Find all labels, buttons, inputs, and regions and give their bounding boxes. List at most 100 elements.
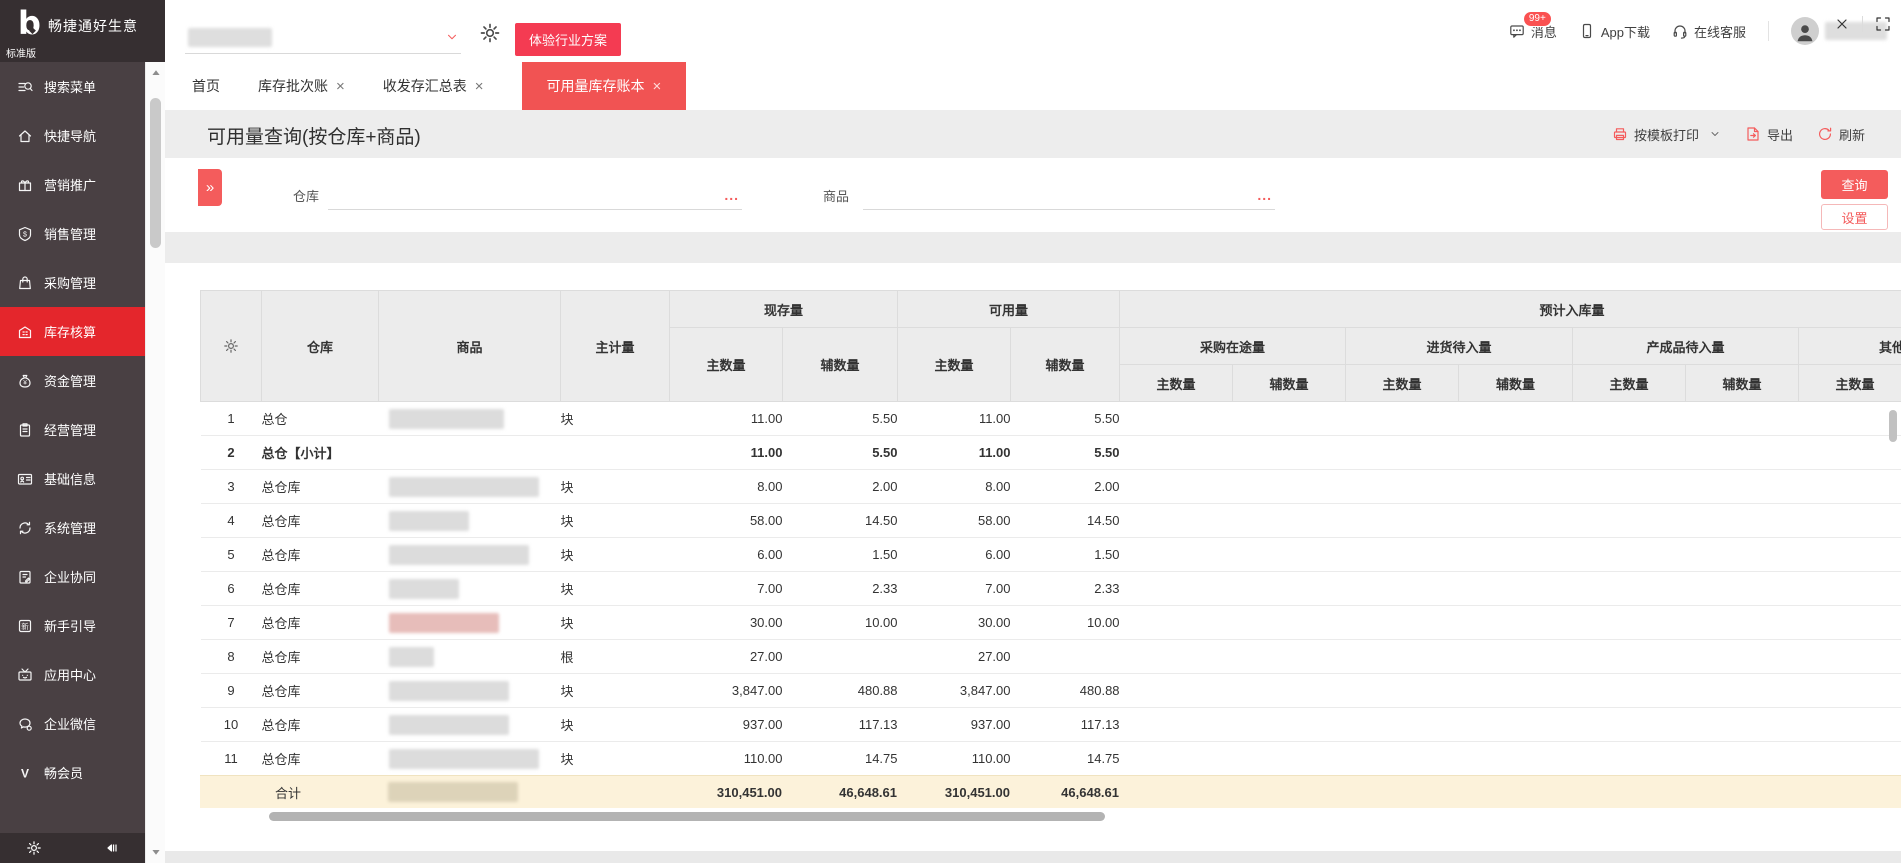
table-row[interactable]: 3 总仓库块 8.00 2.00 8.00 2.00 — [200, 469, 1901, 504]
scrollbar-thumb[interactable] — [150, 98, 161, 248]
sidebar-item-system[interactable]: 系统管理 — [0, 503, 145, 552]
horizontal-scrollbar[interactable] — [269, 812, 1105, 821]
header-subgroup-2[interactable]: 产成品待入量 — [1572, 327, 1800, 365]
header-qty-main[interactable]: 主数量 — [669, 327, 783, 402]
user-account[interactable] — [1791, 17, 1887, 45]
fullscreen-icon[interactable] — [1875, 16, 1891, 32]
header-warehouse[interactable]: 仓库 — [261, 290, 379, 402]
sidebar-scrollbar[interactable] — [145, 62, 165, 863]
header-group-expected-inbound[interactable]: 预计入库量 — [1119, 290, 1901, 328]
cell-qty: 14.75 — [782, 741, 898, 776]
settings-gear-icon[interactable] — [26, 840, 42, 856]
close-icon[interactable] — [1834, 16, 1850, 32]
cell-qty: 14.50 — [782, 503, 898, 538]
svg-text:¥: ¥ — [23, 379, 27, 386]
refresh-button[interactable]: 刷新 — [1817, 125, 1865, 144]
product-more-button[interactable]: ... — [1257, 187, 1272, 203]
header-qty-main[interactable]: 主数量 — [1572, 364, 1687, 402]
header-group-onhand[interactable]: 现存量 — [668, 290, 899, 328]
header-product[interactable]: 商品 — [378, 290, 561, 402]
header-qty-main[interactable]: 主数量 — [897, 327, 1012, 402]
header-subgroup-0[interactable]: 采购在途量 — [1119, 327, 1347, 365]
sidebar-item-newbie[interactable]: 新 新手引导 — [0, 601, 145, 650]
header-qty-main[interactable]: 主数量 — [1119, 364, 1234, 402]
table-row[interactable]: 1 总仓块 11.00 5.50 11.00 5.50 — [200, 401, 1901, 436]
scroll-down-icon[interactable] — [148, 844, 164, 860]
row-number: 1 — [200, 401, 262, 436]
tab-close-icon[interactable]: × — [336, 77, 345, 95]
gear-icon[interactable] — [479, 22, 501, 44]
header-group-available[interactable]: 可用量 — [897, 290, 1121, 328]
tab-home[interactable]: 首页 — [192, 62, 220, 110]
table-row[interactable]: 6 总仓库块 7.00 2.33 7.00 2.33 — [200, 571, 1901, 606]
sidebar-item-purchase[interactable]: 采购管理 — [0, 258, 145, 307]
warehouse-filter-input[interactable]: ... — [328, 174, 742, 210]
cell-qty: 117.13 — [782, 707, 898, 742]
tab-doc-1[interactable]: 库存批次账 × — [258, 62, 345, 110]
table-row[interactable]: 2 总仓【小计】 11.00 5.50 11.00 5.50 — [200, 435, 1901, 470]
header-qty-aux[interactable]: 辅数量 — [1010, 327, 1121, 402]
cell-qty: 5.50 — [782, 401, 898, 436]
header-subgroup-3[interactable]: 其他待入量 — [1798, 327, 1901, 365]
table-row[interactable]: 5 总仓库块 6.00 1.50 6.00 1.50 — [200, 537, 1901, 572]
sidebar-item-quick-nav[interactable]: 快捷导航 — [0, 111, 145, 160]
messages-button[interactable]: 消息 99+ — [1509, 10, 1557, 41]
table-row[interactable]: 10 总仓库块 937.00 117.13 937.00 117.13 — [200, 707, 1901, 742]
table-row[interactable]: 11 总仓库块 110.00 14.75 110.00 14.75 — [200, 741, 1901, 776]
cell-qty: 7.00 — [669, 571, 783, 606]
header-qty-aux[interactable]: 辅数量 — [1458, 364, 1574, 402]
tab-close-icon[interactable]: × — [474, 77, 484, 95]
org-select[interactable] — [185, 22, 461, 54]
collapse-sidebar-icon[interactable] — [103, 840, 119, 856]
header-qty-main[interactable]: 主数量 — [1345, 364, 1460, 402]
table-row[interactable]: 9 总仓库块 3,847.00 480.88 3,847.00 480.88 — [200, 673, 1901, 708]
header-qty-aux[interactable]: 辅数量 — [1685, 364, 1800, 402]
sidebar-item-label: 应用中心 — [44, 668, 97, 683]
tab-doc-2[interactable]: 收发存汇总表 × — [383, 62, 484, 110]
sidebar-item-wecom[interactable]: 企业微信 — [0, 699, 145, 748]
query-button[interactable]: 查询 — [1821, 170, 1888, 199]
sidebar-item-app-center[interactable]: 应用中心 — [0, 650, 145, 699]
total-row: 合计 310,451.00 46,648.61 310,451.00 46,648.61 — [200, 775, 1901, 808]
expand-filters-button[interactable]: » — [198, 169, 222, 206]
sidebar-item-sales[interactable]: $ 销售管理 — [0, 209, 145, 258]
header-unit[interactable]: 主计量 — [560, 290, 670, 402]
chevron-down-icon[interactable] — [1709, 128, 1721, 140]
vertical-scrollbar-thumb[interactable] — [1889, 410, 1897, 442]
scroll-up-icon[interactable] — [148, 65, 164, 81]
product-filter-input[interactable]: ... — [863, 174, 1275, 210]
tab-close-icon[interactable]: × — [652, 77, 662, 95]
tab-doc-3[interactable]: 可用量库存账本 × — [521, 62, 687, 110]
data-grid: 仓库 商品 主计量 现存量 可用量 预计入库量 主数量 辅数量 主数量 辅数量 采购在途量 进货待入量… — [200, 290, 1901, 808]
table-row[interactable]: 8 总仓库根 27.00 27.00 — [200, 639, 1901, 674]
main-content: 体验行业方案 消息 99+ App下载 在线客服 首页 库存批次账 × 收发存汇总表 × — [165, 0, 1901, 863]
header-qty-main[interactable]: 主数量 — [1798, 364, 1901, 402]
table-row[interactable]: 4 总仓库块 58.00 14.50 58.00 14.50 — [200, 503, 1901, 538]
cell-warehouse: 总仓库 — [261, 571, 379, 606]
sidebar-item-member[interactable]: V 畅会员 — [0, 748, 145, 797]
sidebar-item-base-info[interactable]: 基础信息 — [0, 454, 145, 503]
export-button[interactable]: 导出 — [1745, 125, 1793, 144]
sidebar-item-collab[interactable]: 企业协同 — [0, 552, 145, 601]
settings-button[interactable]: 设置 — [1821, 204, 1888, 230]
app-download-button[interactable]: App下载 — [1579, 22, 1650, 41]
print-by-template-button[interactable]: 按模板打印 — [1612, 125, 1721, 144]
cell-empty — [1685, 435, 1799, 470]
column-settings-icon[interactable] — [200, 290, 262, 402]
sidebar-item-search-menu[interactable]: 搜索菜单 — [0, 62, 145, 111]
sidebar-item-operations[interactable]: 经营管理 — [0, 405, 145, 454]
online-support-button[interactable]: 在线客服 — [1672, 22, 1746, 41]
header-subgroup-1[interactable]: 进货待入量 — [1345, 327, 1574, 365]
chevron-down-icon[interactable] — [445, 30, 459, 44]
warehouse-more-button[interactable]: ... — [724, 187, 739, 203]
table-row[interactable]: 7 总仓库块 30.00 10.00 30.00 10.00 — [200, 605, 1901, 640]
sidebar-item-funds[interactable]: ¥ 资金管理 — [0, 356, 145, 405]
experience-plan-button[interactable]: 体验行业方案 — [515, 23, 622, 56]
header-qty-aux[interactable]: 辅数量 — [781, 327, 899, 402]
header-qty-aux[interactable]: 辅数量 — [1232, 364, 1347, 402]
sidebar-item-inventory[interactable]: 库存核算 — [0, 307, 145, 356]
sidebar-item-marketing[interactable]: 营销推广 — [0, 160, 145, 209]
export-label: 导出 — [1766, 127, 1793, 143]
product-name-redacted — [388, 612, 499, 633]
sidebar-item-label: 企业微信 — [44, 717, 97, 732]
